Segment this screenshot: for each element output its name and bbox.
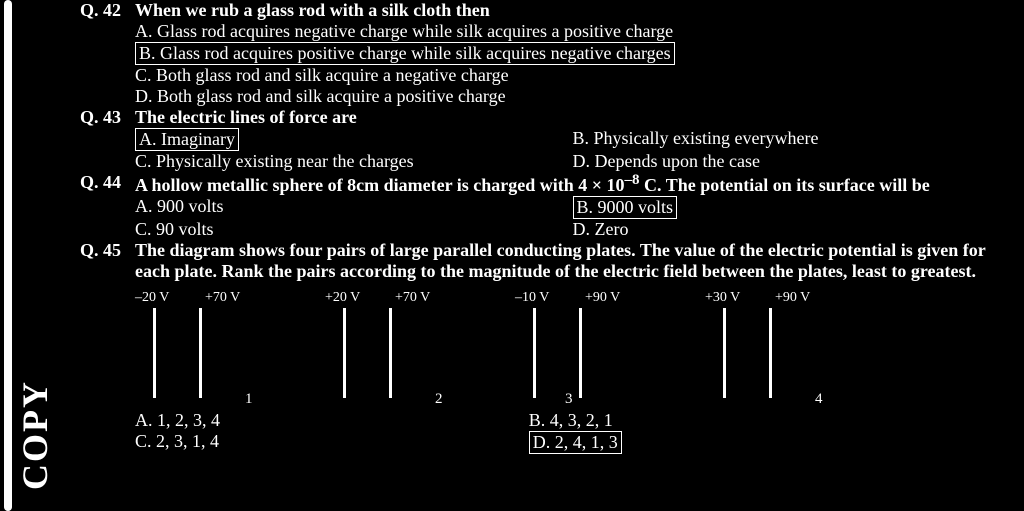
q44-option-b: B. 9000 volts xyxy=(573,196,678,219)
q44-option-c: C. 90 volts xyxy=(135,219,573,240)
question-43: Q. 43 The electric lines of force are A.… xyxy=(80,107,1010,172)
plate xyxy=(343,308,346,398)
q45-pair-1: –20 V +70 V 1 xyxy=(135,290,325,400)
q44-option-d: D. Zero xyxy=(573,219,1011,240)
q45-p4-right-label: +90 V xyxy=(775,290,810,306)
question-42: Q. 42 When we rub a glass rod with a sil… xyxy=(80,0,1010,107)
plate xyxy=(153,308,156,398)
plate xyxy=(533,308,536,398)
q45-p2-left-label: +20 V xyxy=(325,290,360,306)
rail-text: COPY xyxy=(15,380,55,490)
q42-stem: When we rub a glass rod with a silk clot… xyxy=(135,0,1010,21)
q45-p4-num: 4 xyxy=(815,391,823,408)
q42-option-d: D. Both glass rod and silk acquire a pos… xyxy=(135,86,1010,107)
q45-diagram: –20 V +70 V 1 +20 V +70 V 2 –10 V xyxy=(135,290,1010,400)
q43-number: Q. 43 xyxy=(80,107,135,128)
q45-p1-right-label: +70 V xyxy=(205,290,240,306)
plate xyxy=(769,308,772,398)
q45-p3-left-label: –10 V xyxy=(515,290,549,306)
q43-option-d: D. Depends upon the case xyxy=(573,151,1011,172)
q45-p3-right-label: +90 V xyxy=(585,290,620,306)
question-45: Q. 45 The diagram shows four pairs of la… xyxy=(80,240,1010,454)
plate xyxy=(723,308,726,398)
q45-p2-right-label: +70 V xyxy=(395,290,430,306)
q43-option-c: C. Physically existing near the charges xyxy=(135,151,573,172)
q45-p1-left-label: –20 V xyxy=(135,290,169,306)
q45-p4-left-label: +30 V xyxy=(705,290,740,306)
q42-number: Q. 42 xyxy=(80,0,135,21)
q45-number: Q. 45 xyxy=(80,240,135,261)
q45-answers: A. 1, 2, 3, 4 B. 4, 3, 2, 1 C. 2, 3, 1, … xyxy=(135,410,1010,454)
q45-stem: The diagram shows four pairs of large pa… xyxy=(135,240,1010,282)
q43-option-b: B. Physically existing everywhere xyxy=(573,128,1011,151)
plate xyxy=(389,308,392,398)
q43-stem: The electric lines of force are xyxy=(135,107,1010,128)
q45-p2-num: 2 xyxy=(435,391,443,408)
q45-pair-2: +20 V +70 V 2 xyxy=(325,290,515,400)
q45-option-d: D. 2, 4, 1, 3 xyxy=(529,431,622,454)
q45-option-c: C. 2, 3, 1, 4 xyxy=(135,431,529,454)
q44-option-a: A. 900 volts xyxy=(135,196,573,219)
left-rail: COPY xyxy=(0,0,55,511)
rail-strip xyxy=(4,0,12,511)
plate xyxy=(579,308,582,398)
q45-pair-3: –10 V +90 V 3 xyxy=(515,290,705,400)
q45-p3-num: 3 xyxy=(565,391,573,408)
q44-number: Q. 44 xyxy=(80,172,135,193)
q42-option-b: B. Glass rod acquires positive charge wh… xyxy=(135,42,675,65)
question-44: Q. 44 A hollow metallic sphere of 8cm di… xyxy=(80,172,1010,240)
q45-option-a: A. 1, 2, 3, 4 xyxy=(135,410,529,431)
plate xyxy=(199,308,202,398)
q45-pair-4: +30 V +90 V 4 xyxy=(705,290,895,400)
q45-option-b: B. 4, 3, 2, 1 xyxy=(529,410,923,431)
q43-option-a: A. Imaginary xyxy=(135,128,239,151)
content-area: Q. 42 When we rub a glass rod with a sil… xyxy=(80,0,1010,454)
q42-option-a: A. Glass rod acquires negative charge wh… xyxy=(135,21,1010,42)
q42-option-c: C. Both glass rod and silk acquire a neg… xyxy=(135,65,1010,86)
q45-p1-num: 1 xyxy=(245,391,253,408)
q44-stem: A hollow metallic sphere of 8cm diameter… xyxy=(135,172,1010,196)
